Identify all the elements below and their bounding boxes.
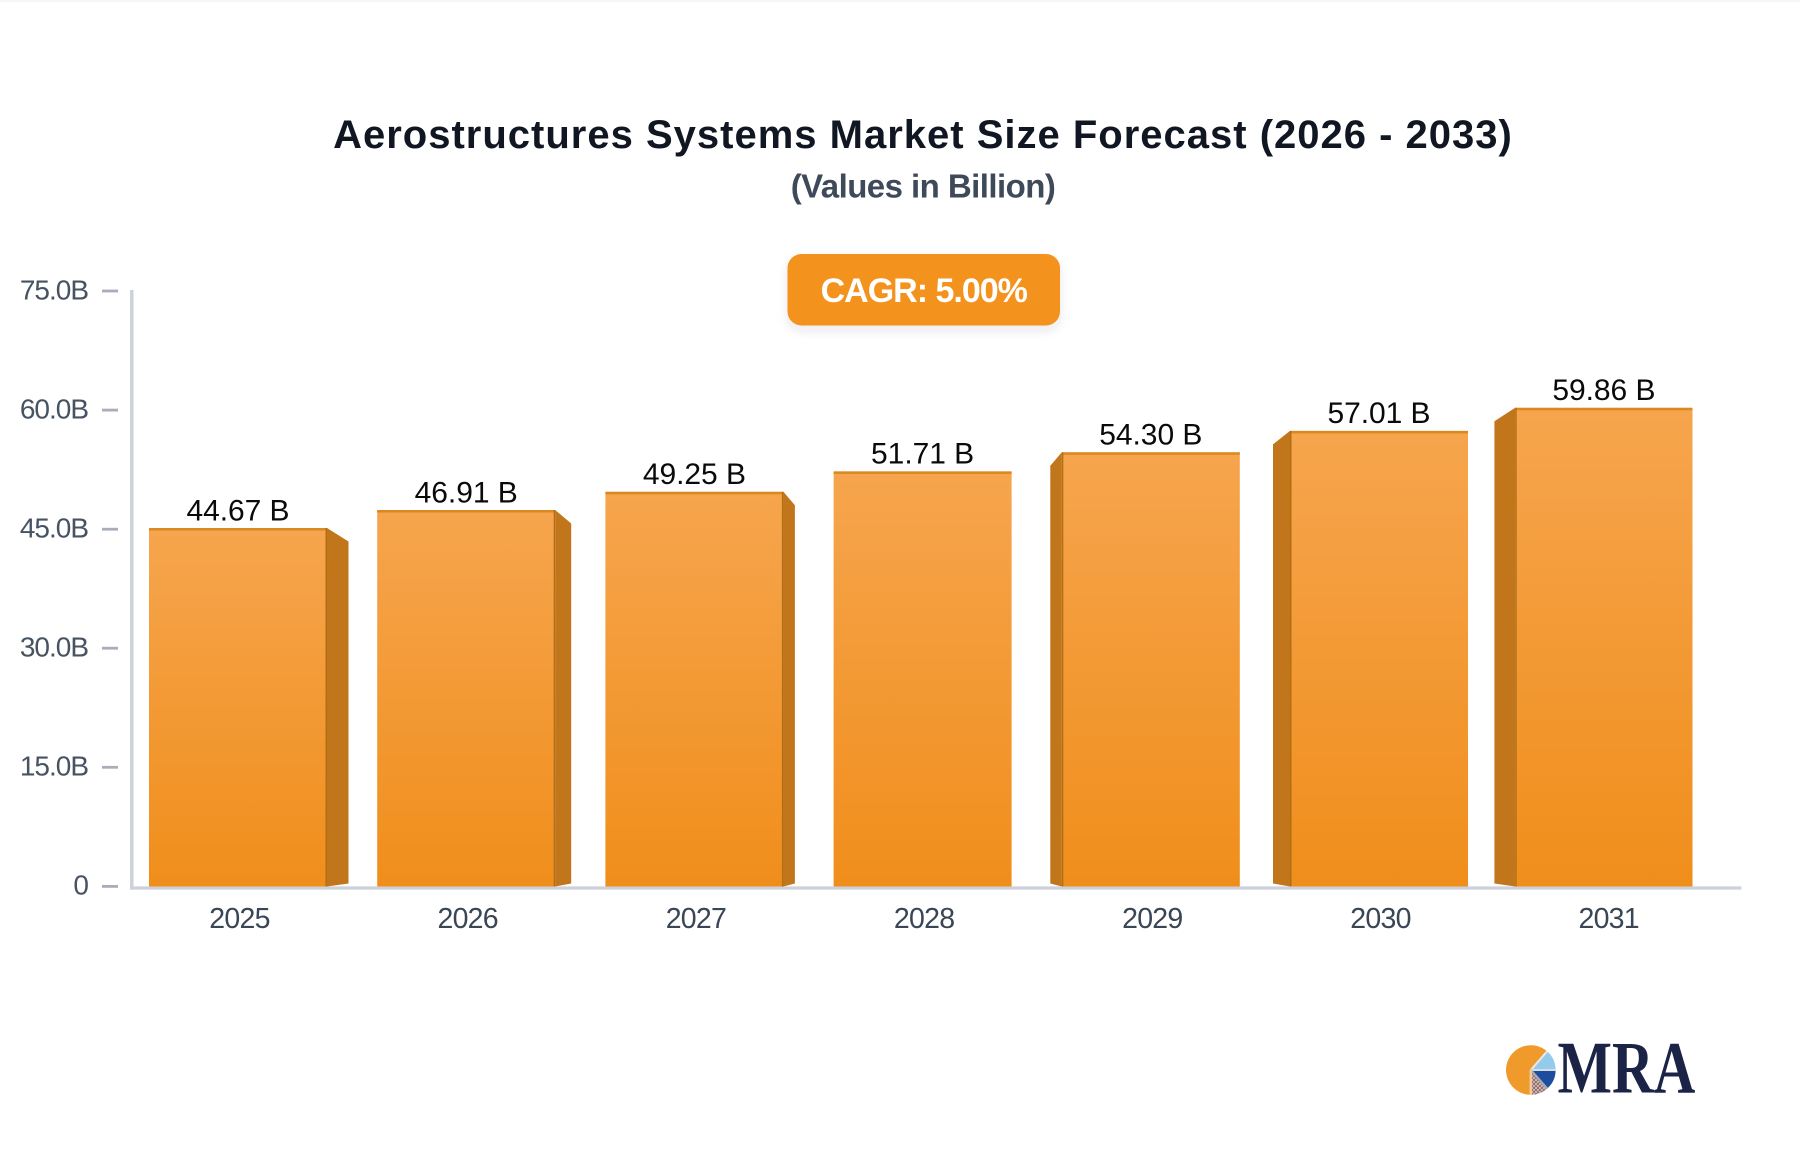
svg-text:2027: 2027: [666, 903, 726, 935]
svg-text:2028: 2028: [894, 903, 954, 935]
svg-text:54.30 B: 54.30 B: [1099, 419, 1202, 452]
svg-text:MRA: MRA: [1558, 1028, 1696, 1109]
svg-text:60.0B: 60.0B: [20, 393, 88, 424]
svg-text:44.67 B: 44.67 B: [186, 494, 289, 527]
svg-text:(Values in Billion): (Values in Billion): [791, 168, 1056, 205]
svg-text:CAGR: 5.00%: CAGR: 5.00%: [821, 272, 1028, 310]
svg-text:15.0B: 15.0B: [20, 751, 88, 782]
svg-text:45.0B: 45.0B: [20, 513, 88, 544]
svg-text:2029: 2029: [1122, 903, 1182, 935]
svg-text:59.86 B: 59.86 B: [1552, 374, 1655, 407]
svg-text:57.01 B: 57.01 B: [1327, 397, 1430, 430]
svg-text:2026: 2026: [437, 903, 497, 935]
svg-text:30.0B: 30.0B: [20, 632, 88, 663]
svg-text:2025: 2025: [209, 903, 269, 935]
svg-text:Aerostructures Systems Market: Aerostructures Systems Market Size Forec…: [333, 113, 1513, 157]
svg-text:2031: 2031: [1578, 903, 1638, 935]
svg-text:75.0B: 75.0B: [20, 274, 88, 305]
svg-text:49.25 B: 49.25 B: [643, 458, 746, 491]
svg-text:2030: 2030: [1350, 903, 1410, 935]
svg-text:46.91 B: 46.91 B: [415, 476, 518, 509]
svg-text:51.71 B: 51.71 B: [871, 438, 974, 471]
svg-text:0: 0: [73, 870, 88, 901]
